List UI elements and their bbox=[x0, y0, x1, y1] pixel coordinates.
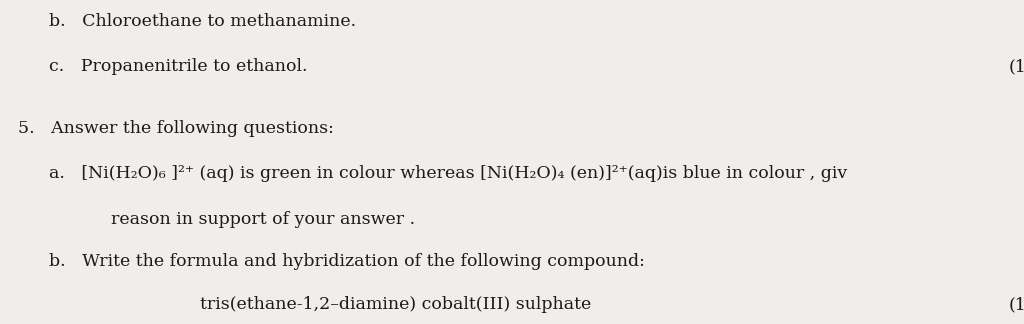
Text: a.   [Ni(H₂O)₆ ]²⁺ (aq) is green in colour whereas [Ni(H₂O)₄ (en)]²⁺(aq)is blue : a. [Ni(H₂O)₆ ]²⁺ (aq) is green in colour… bbox=[49, 165, 848, 182]
Text: reason in support of your answer .: reason in support of your answer . bbox=[111, 211, 415, 227]
Text: (1+2: (1+2 bbox=[1009, 296, 1024, 313]
Text: b.   Write the formula and hybridization of the following compound:: b. Write the formula and hybridization o… bbox=[49, 253, 645, 270]
Text: c.   Propanenitrile to ethanol.: c. Propanenitrile to ethanol. bbox=[49, 58, 307, 75]
Text: tris(ethane-1,2–diamine) cobalt(III) sulphate: tris(ethane-1,2–diamine) cobalt(III) sul… bbox=[200, 296, 591, 313]
Text: b.   Chloroethane to methanamine.: b. Chloroethane to methanamine. bbox=[49, 13, 356, 30]
Text: 5.   Answer the following questions:: 5. Answer the following questions: bbox=[18, 120, 334, 137]
Text: (1x3=3: (1x3=3 bbox=[1009, 58, 1024, 75]
